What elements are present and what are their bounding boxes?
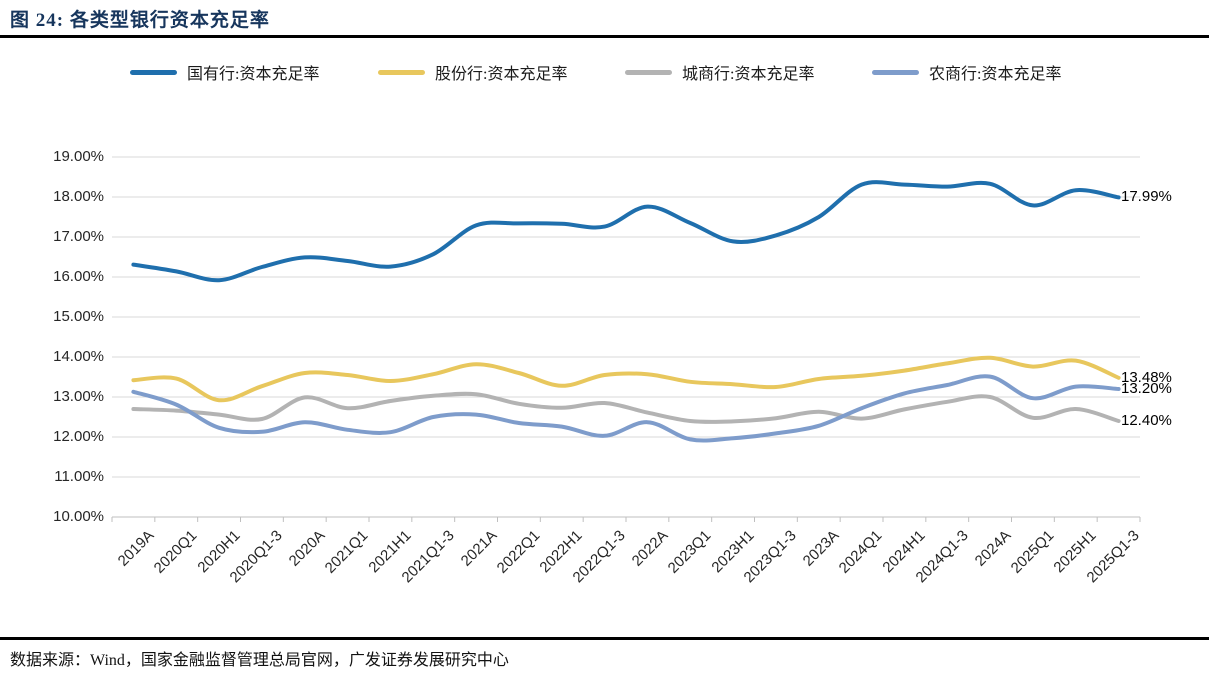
legend-line-swatch [130, 69, 177, 75]
series-line-0 [131, 180, 1121, 283]
footer-rule [0, 637, 1209, 640]
legend-label: 城商行:资本充足率 [682, 66, 815, 83]
legend-item-state-owned-banks: 国有行:资本充足率 [130, 62, 320, 83]
y-axis-tick-label: 19.00% [53, 148, 104, 165]
y-axis-tick-label: 15.00% [53, 308, 104, 325]
y-axis-tick-label: 18.00% [53, 188, 104, 205]
figure-title: 图 24: 各类型银行资本充足率 [10, 10, 270, 31]
y-axis-tick-label: 17.00% [53, 228, 104, 245]
series-line-2 [131, 391, 1121, 424]
line-chart: 19.00% 18.00% 17.00% 16.00% 15.00% 14.00% 13.0… [53, 148, 1172, 586]
y-axis-tick-label: 10.00% [53, 508, 104, 525]
series-line-1 [131, 355, 1121, 403]
legend-item-joint-stock-banks: 股份行:资本充足率 [378, 62, 568, 83]
series-end-label: 13.48% [1121, 368, 1172, 386]
data-source-note: 数据来源：Wind，国家金融监督管理总局官网，广发证券发展研究中心 [10, 652, 509, 669]
series-end-label: 17.99% [1121, 188, 1172, 206]
chart-svg [111, 156, 1141, 522]
legend-label: 国有行:资本充足率 [187, 66, 320, 83]
series-end-label: 13.20% [1121, 380, 1172, 397]
legend-line-swatch [378, 69, 425, 75]
legend-label: 股份行:资本充足率 [435, 66, 568, 83]
legend-label: 农商行:资本充足率 [929, 66, 1062, 83]
legend-line-swatch [625, 69, 672, 75]
series-end-label: 12.40% [1121, 412, 1172, 429]
title-rule [0, 35, 1209, 38]
y-axis-tick-label: 13.00% [53, 388, 104, 405]
legend-item-rural-commercial-banks: 农商行:资本充足率 [872, 62, 1062, 83]
series-line-3 [131, 374, 1121, 443]
y-axis-tick-label: 12.00% [53, 428, 104, 445]
legend-item-city-commercial-banks: 城商行:资本充足率 [625, 62, 815, 83]
y-axis-tick-label: 16.00% [53, 268, 104, 285]
y-axis-tick-label: 11.00% [54, 468, 104, 485]
y-axis-tick-label: 14.00% [53, 348, 104, 365]
legend-line-swatch [872, 69, 919, 75]
